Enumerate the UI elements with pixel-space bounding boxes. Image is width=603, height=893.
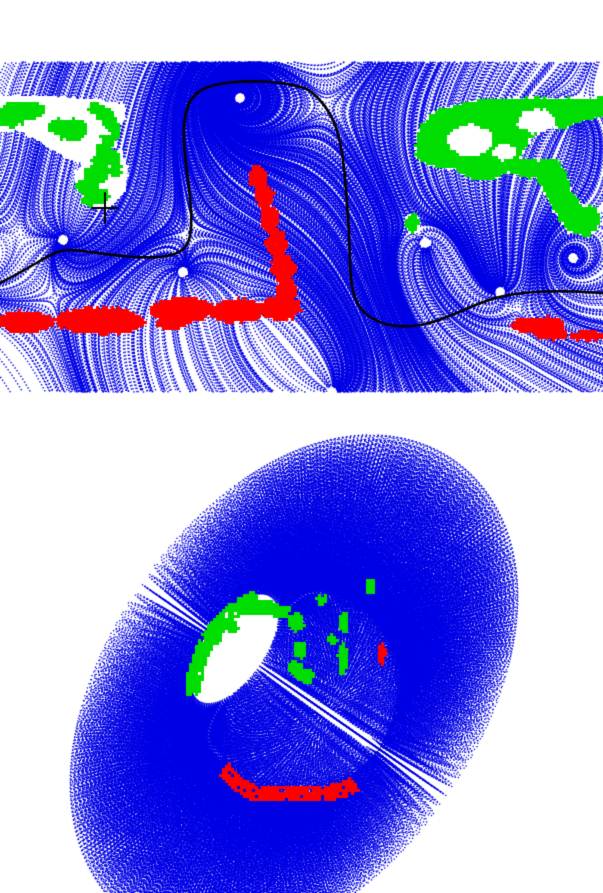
field-line-figure-canvas	[0, 0, 603, 893]
figure	[0, 0, 603, 893]
